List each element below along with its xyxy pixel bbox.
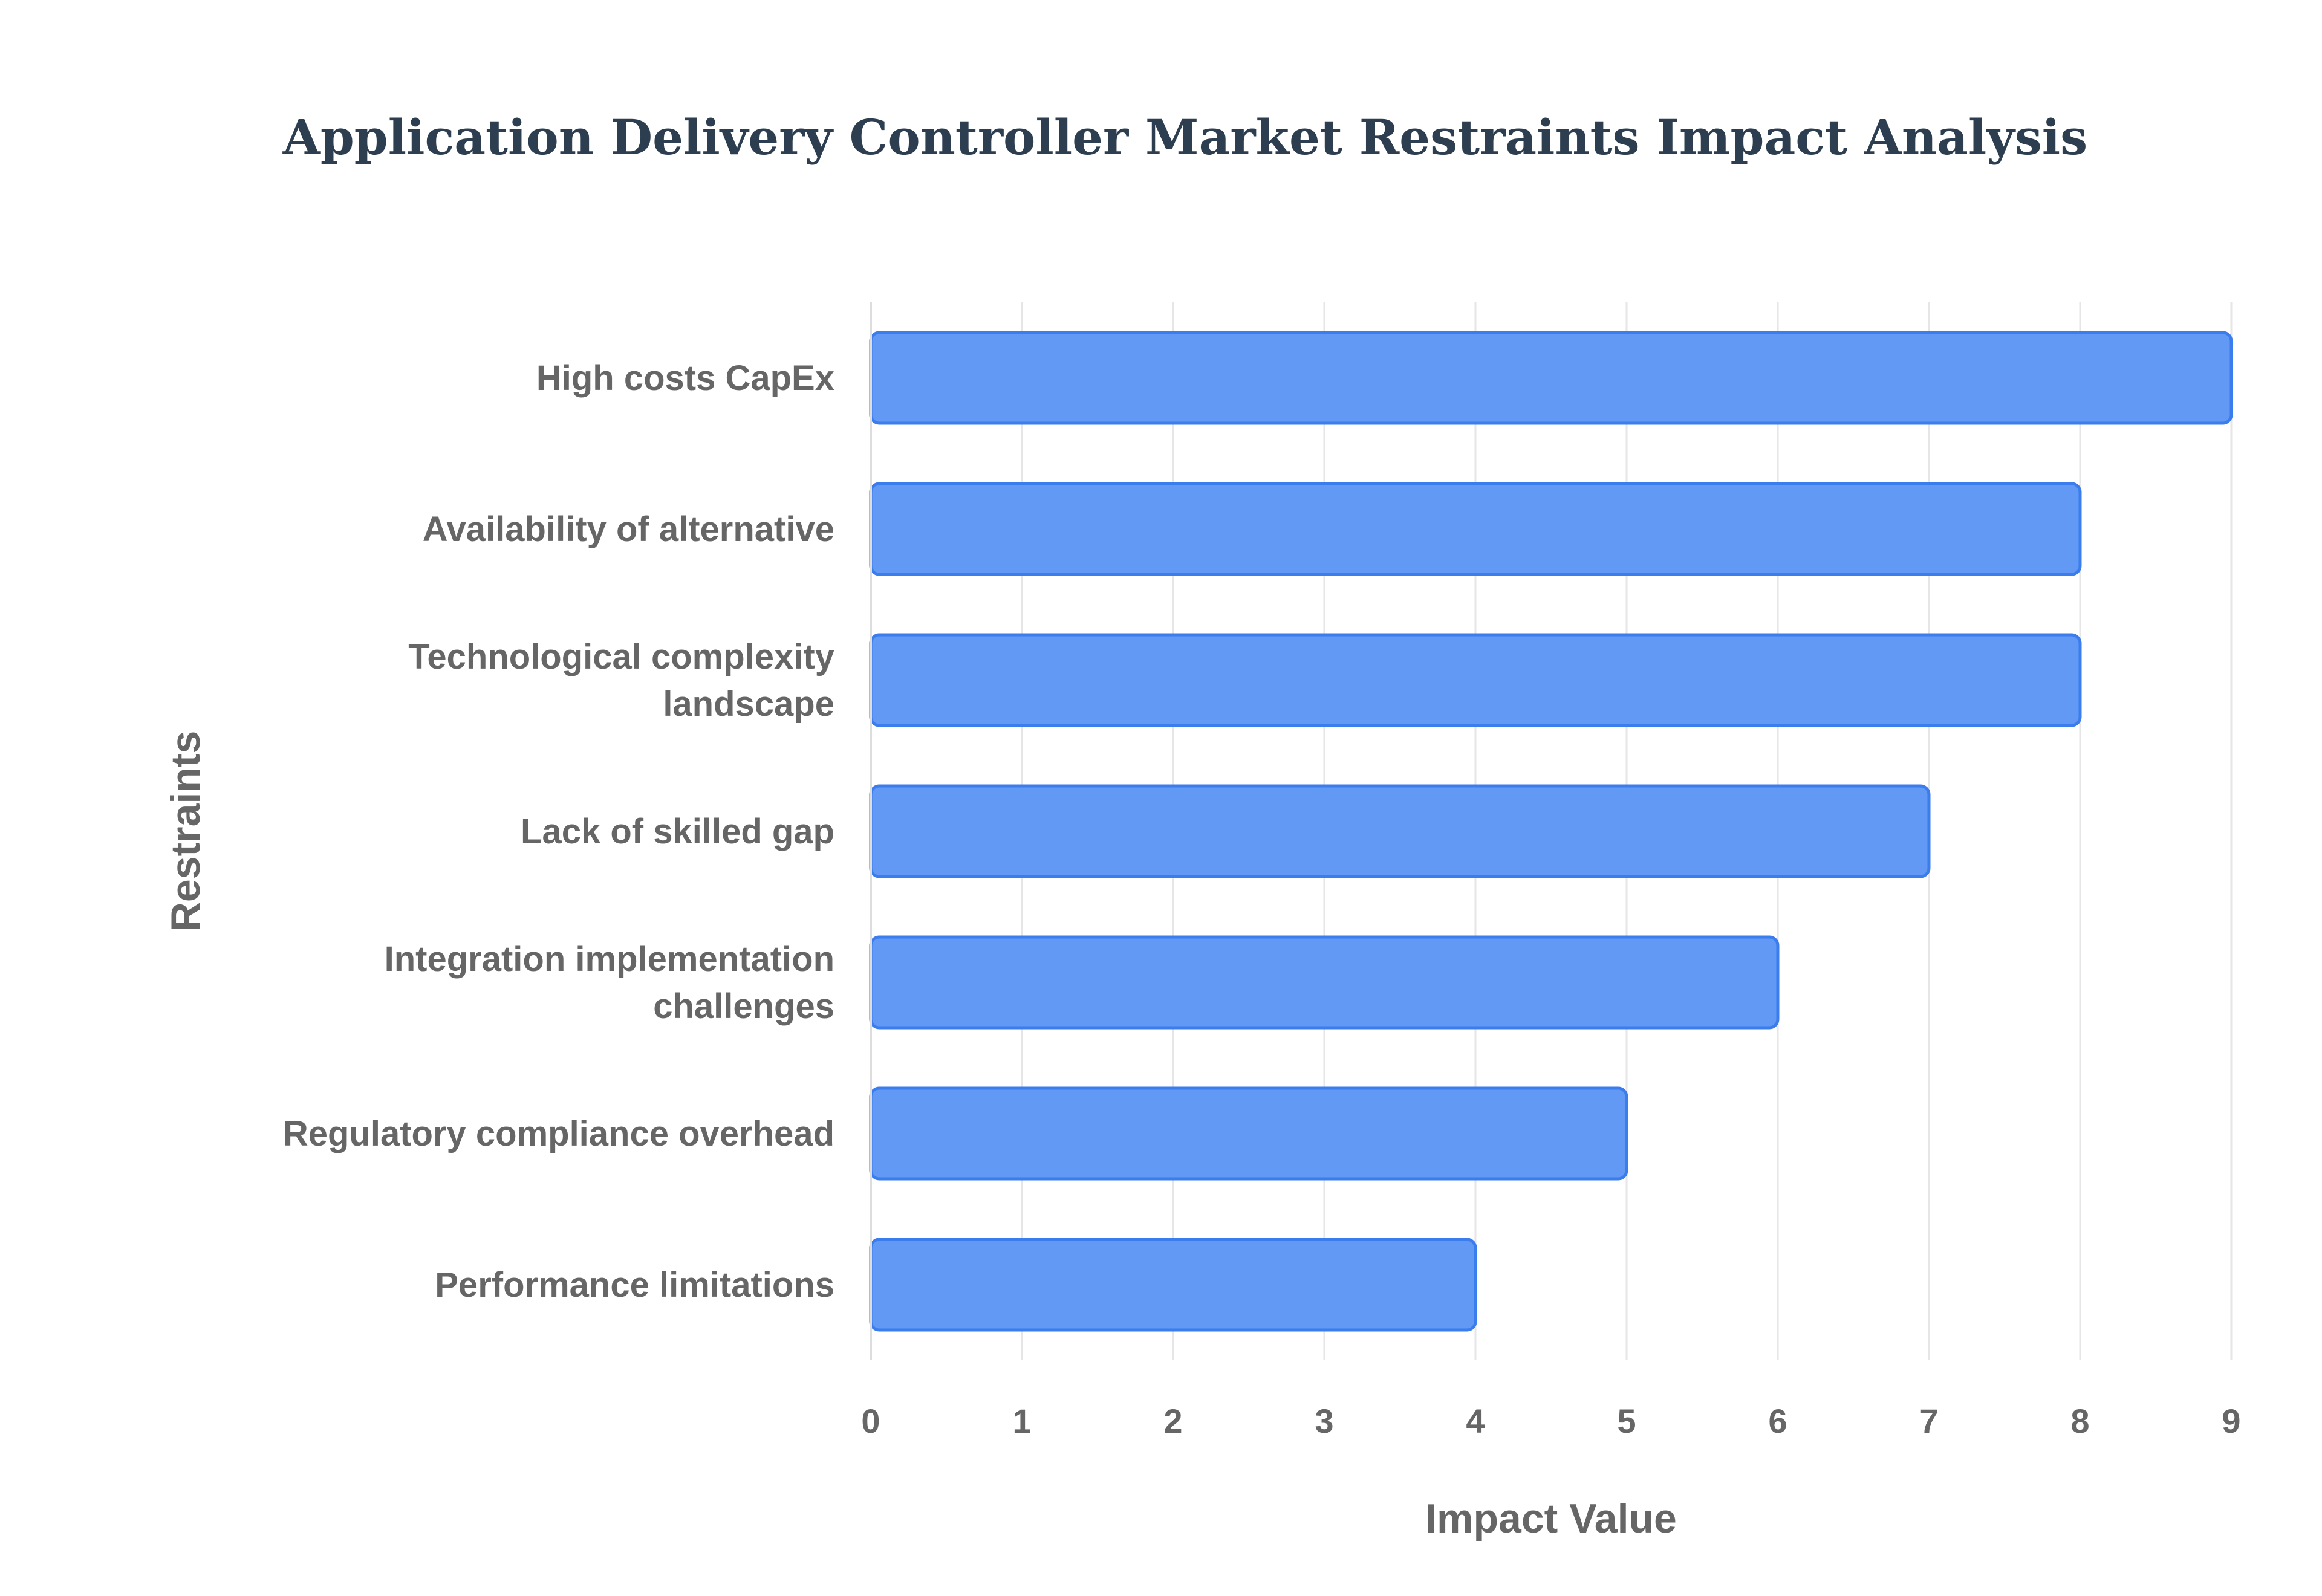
category-label-line: Technological complexity bbox=[408, 637, 834, 676]
category-label: Regulatory compliance overhead bbox=[283, 1114, 834, 1153]
bar[interactable] bbox=[869, 633, 2082, 727]
category-label: Integration implementation challenges bbox=[385, 939, 834, 1026]
category-label-line: Integration implementation bbox=[385, 939, 834, 979]
category-label-line: Regulatory compliance overhead bbox=[283, 1114, 834, 1153]
x-tick-label: 5 bbox=[1617, 1402, 1636, 1440]
category-label-line: landscape bbox=[663, 684, 834, 724]
bar[interactable] bbox=[869, 331, 2233, 425]
bar[interactable] bbox=[869, 1238, 1477, 1332]
x-tick-label: 6 bbox=[1768, 1402, 1787, 1440]
x-tick-label: 2 bbox=[1163, 1402, 1182, 1440]
category-label-line: Performance limitations bbox=[435, 1265, 834, 1305]
category-label-line: High costs CapEx bbox=[536, 358, 834, 398]
x-tick-label: 1 bbox=[1012, 1402, 1031, 1440]
bars bbox=[869, 331, 2233, 1332]
category-label: Technological complexity landscape bbox=[408, 637, 834, 724]
chart-title: Application Delivery Controller Market R… bbox=[282, 109, 2087, 166]
x-axis-title: Impact Value bbox=[1425, 1496, 1677, 1542]
category-label: Availability of alternative bbox=[423, 510, 834, 549]
category-label: High costs CapEx bbox=[536, 358, 834, 398]
y-axis-title: Restraints bbox=[163, 731, 209, 932]
category-label-line: Availability of alternative bbox=[423, 510, 834, 549]
bar[interactable] bbox=[869, 935, 1780, 1030]
category-label: Performance limitations bbox=[435, 1265, 834, 1305]
x-tick-label: 8 bbox=[2070, 1402, 2089, 1440]
category-label-line: Lack of skilled gap bbox=[521, 812, 834, 851]
category-label: Lack of skilled gap bbox=[521, 812, 834, 851]
bar[interactable] bbox=[869, 784, 1931, 878]
category-label-line: challenges bbox=[653, 987, 834, 1026]
bar[interactable] bbox=[869, 482, 2082, 576]
x-tick-label: 0 bbox=[861, 1402, 880, 1440]
x-tick-label: 7 bbox=[1919, 1402, 1938, 1440]
x-tick-labels: 0 1 2 3 4 5 6 7 8 9 bbox=[861, 1402, 2240, 1440]
x-tick-label: 9 bbox=[2222, 1402, 2240, 1440]
x-tick-label: 4 bbox=[1466, 1402, 1485, 1440]
bar[interactable] bbox=[869, 1086, 1628, 1181]
x-tick-label: 3 bbox=[1315, 1402, 1333, 1440]
category-labels: High costs CapEx Availability of alternat… bbox=[283, 358, 834, 1305]
